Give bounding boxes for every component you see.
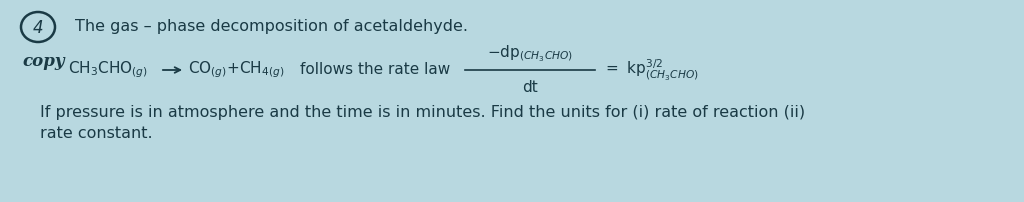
Text: 4: 4	[33, 19, 43, 37]
Text: CO$_{(g)}$+CH$_{4(g)}$: CO$_{(g)}$+CH$_{4(g)}$	[188, 60, 285, 80]
Text: rate constant.: rate constant.	[40, 126, 153, 141]
Text: $=$ kp$^{3/2}_{(CH_3CHO)}$: $=$ kp$^{3/2}_{(CH_3CHO)}$	[603, 57, 699, 83]
Text: CH$_3$CHO$_{(g)}$: CH$_3$CHO$_{(g)}$	[68, 60, 148, 80]
Text: If pressure is in atmosphere and the time is in minutes. Find the units for (i) : If pressure is in atmosphere and the tim…	[40, 104, 805, 120]
Text: The gas – phase decomposition of acetaldehyde.: The gas – phase decomposition of acetald…	[75, 20, 468, 35]
Text: copy: copy	[22, 54, 65, 70]
Text: $-$dp$_{(CH_3CHO)}$: $-$dp$_{(CH_3CHO)}$	[487, 44, 573, 64]
Text: follows the rate law: follows the rate law	[300, 62, 451, 78]
Text: dt: dt	[522, 80, 538, 95]
